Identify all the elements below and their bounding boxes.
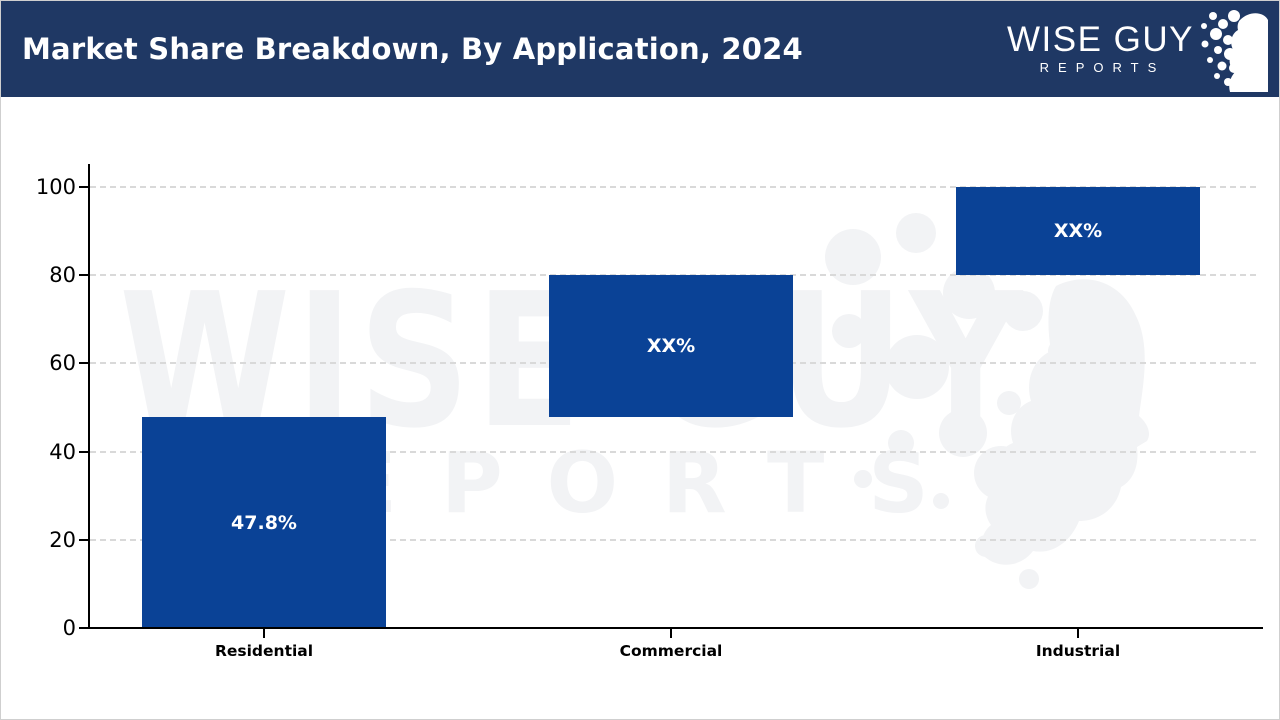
y-tick-label: 0	[62, 616, 76, 640]
x-axis	[88, 627, 1263, 629]
x-tick	[1077, 629, 1079, 638]
wiseguy-logo-text: WISE GUY REPORTS	[1006, 20, 1194, 75]
gridline-y20	[90, 538, 1256, 541]
bar-residential	[142, 417, 386, 628]
wiseguy-logo: WISE GUY REPORTS	[1007, 6, 1268, 92]
y-tick-label: 20	[49, 527, 76, 552]
watermark-face-graphic	[825, 213, 1150, 589]
bar-value-label: XX%	[1053, 220, 1103, 243]
y-tick-label: 80	[49, 263, 76, 288]
x-tick-label-commercial: Commercial	[619, 642, 723, 660]
y-tick	[79, 538, 88, 541]
y-tick	[79, 274, 88, 277]
y-tick	[79, 362, 88, 365]
y-tick-label: 40	[49, 439, 76, 464]
chart-title: Market Share Breakdown, By Application, …	[22, 31, 803, 66]
y-tick	[79, 627, 88, 629]
x-tick-label-industrial: Industrial	[1035, 642, 1121, 660]
y-tick	[79, 186, 88, 188]
gridline-y100	[90, 186, 1256, 188]
header-bar: Market Share Breakdown, By Application, …	[1, 1, 1279, 97]
wiseguy-logo-name: WISE GUY	[1006, 20, 1194, 60]
y-tick-label: 60	[49, 351, 76, 376]
bar-commercial	[549, 275, 793, 418]
y-axis	[88, 164, 90, 629]
wiseguy-logo-subtitle: REPORTS	[1039, 59, 1166, 75]
x-tick-label-residential: Residential	[214, 642, 314, 660]
x-tick	[263, 629, 265, 638]
x-tick	[670, 629, 672, 638]
y-tick-label: 100	[35, 175, 76, 199]
gridline-y40	[90, 450, 1256, 453]
y-tick	[79, 450, 88, 453]
bar-value-label: 47.8%	[231, 511, 297, 534]
bar-value-label: XX%	[646, 335, 696, 358]
wiseguy-logo-face-icon	[1201, 9, 1268, 92]
bar-industrial	[956, 187, 1200, 276]
